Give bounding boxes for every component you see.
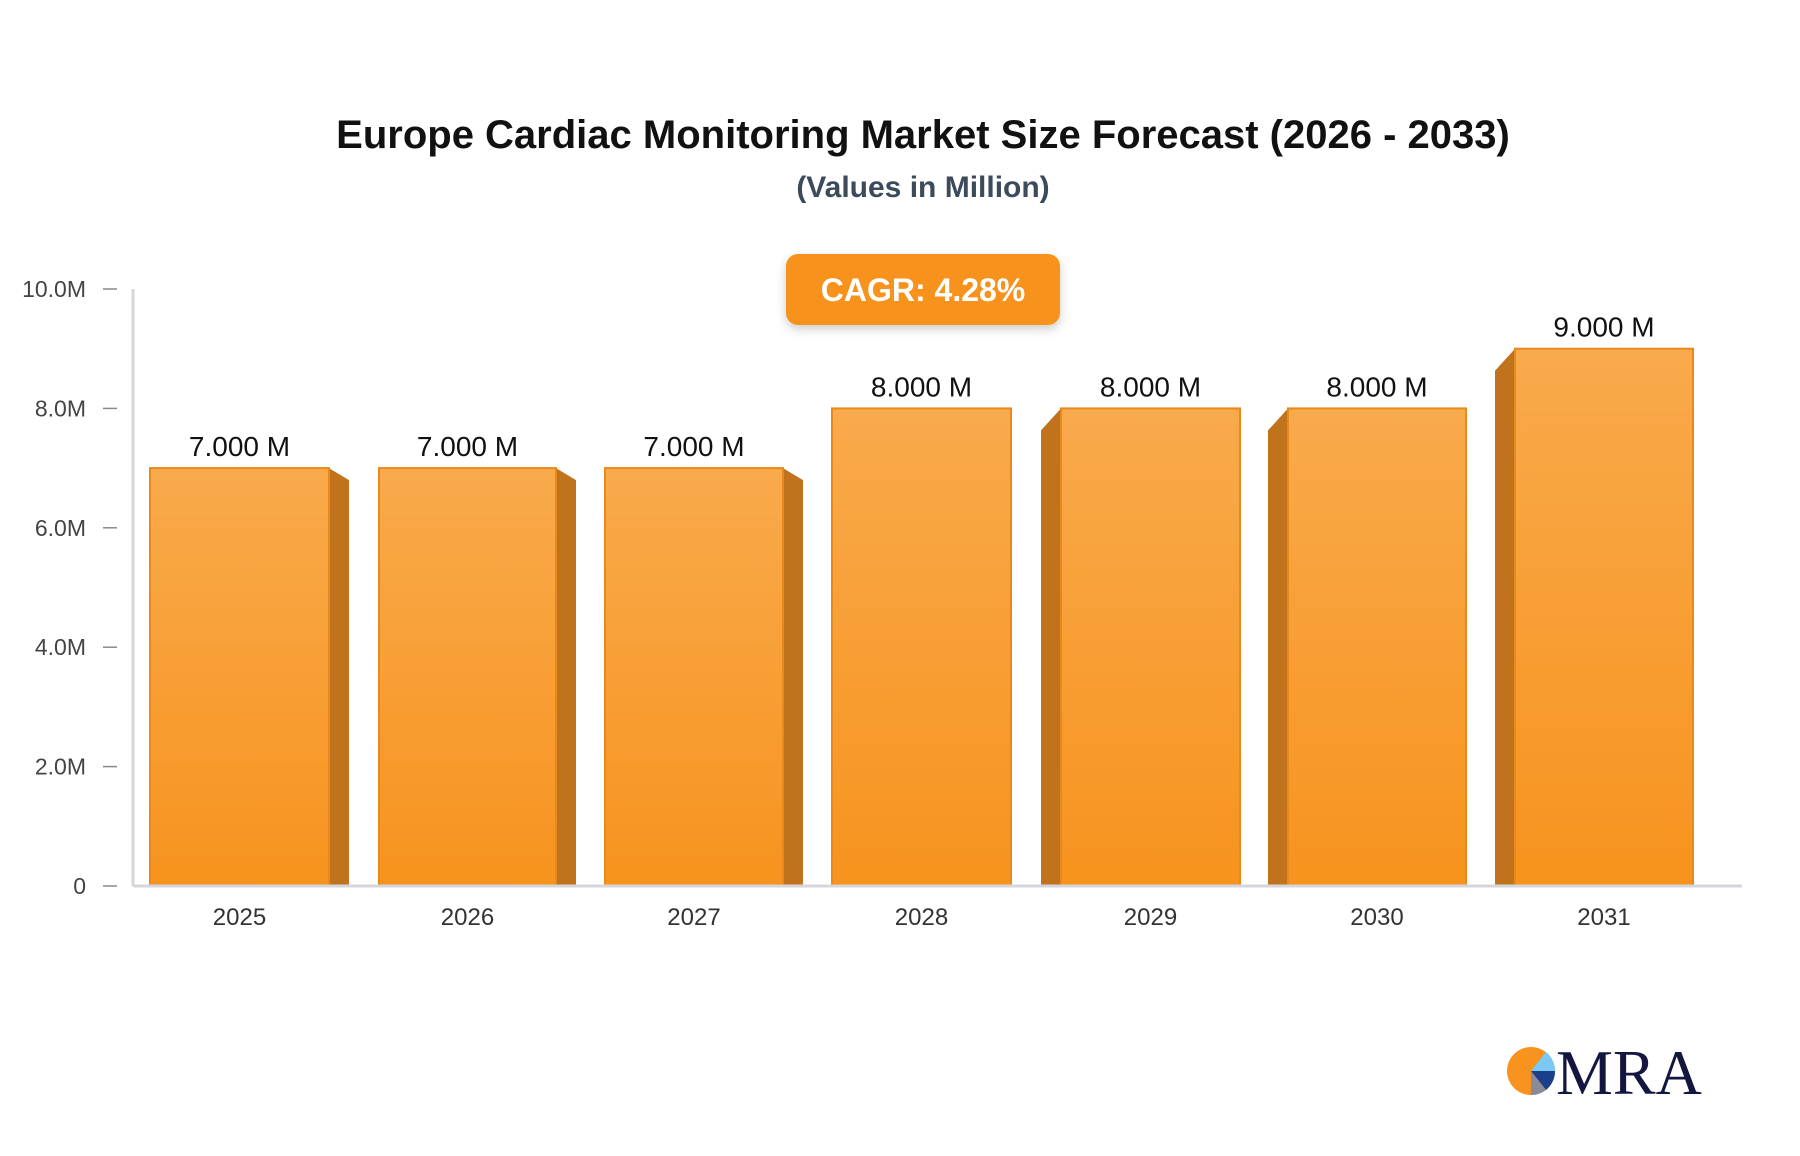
x-tick-label: 2026 — [441, 904, 494, 931]
y-tick-label: 0 — [73, 873, 86, 899]
chart-subtitle: (Values in Million) — [796, 171, 1049, 204]
x-axis: 2025 2026 2027 2028 2029 2030 2031 — [133, 884, 1742, 931]
x-tick-label: 2031 — [1577, 904, 1630, 931]
y-tick-label: 8.0M — [35, 395, 86, 421]
bars: 7.000 M 7.000 M 7.000 M 8.000 M 8.000 M 8.000… — [149, 312, 1694, 887]
cagr-badge: CAGR: 4.28% — [786, 254, 1060, 325]
data-label: 8.000 M — [1326, 371, 1427, 402]
bar-front — [1514, 347, 1694, 887]
bar-side-face — [556, 468, 576, 886]
bar-front — [378, 467, 557, 887]
x-tick-label: 2025 — [213, 904, 266, 931]
data-label: 7.000 M — [643, 431, 744, 462]
chart-title: Europe Cardiac Monitoring Market Size Fo… — [336, 113, 1510, 157]
bar-2027: 7.000 M — [604, 431, 803, 887]
bar-side-face — [1268, 408, 1288, 886]
mra-logo: MRA — [1507, 1037, 1702, 1108]
bar-front — [1287, 407, 1467, 887]
data-label: 8.000 M — [1100, 371, 1201, 402]
bar-2028: 8.000 M — [831, 371, 1012, 887]
x-tick-label: 2030 — [1350, 904, 1403, 931]
bar-2025: 7.000 M — [149, 431, 349, 887]
y-tick-label: 4.0M — [35, 634, 86, 660]
x-tick-label: 2027 — [667, 904, 720, 931]
logo-text: MRA — [1556, 1037, 1702, 1108]
y-tick-label: 10.0M — [22, 276, 86, 302]
bar-side-face — [1495, 348, 1515, 886]
bar-side-face — [329, 468, 349, 886]
y-tick-label: 2.0M — [35, 754, 86, 780]
bar-2030: 8.000 M — [1268, 371, 1467, 887]
x-tick-label: 2028 — [895, 904, 948, 931]
data-label: 7.000 M — [417, 431, 518, 462]
x-tick-label: 2029 — [1124, 904, 1177, 931]
bar-side-face — [783, 468, 803, 886]
data-label: 9.000 M — [1553, 312, 1654, 343]
y-tick-label: 6.0M — [35, 515, 86, 541]
cagr-label: CAGR: 4.28% — [821, 272, 1026, 308]
bar-front — [604, 467, 784, 887]
bar-2031: 9.000 M — [1495, 312, 1694, 887]
data-label: 8.000 M — [871, 371, 972, 402]
bar-front — [831, 407, 1012, 887]
bar-2029: 8.000 M — [1041, 371, 1241, 887]
bar-front — [149, 467, 330, 887]
y-axis: 0 2.0M 4.0M 6.0M 8.0M 10.0M — [22, 276, 135, 899]
data-label: 7.000 M — [189, 431, 290, 462]
bar-front — [1060, 407, 1241, 887]
bar-2026: 7.000 M — [378, 431, 576, 887]
bar-side-face — [1041, 408, 1061, 886]
